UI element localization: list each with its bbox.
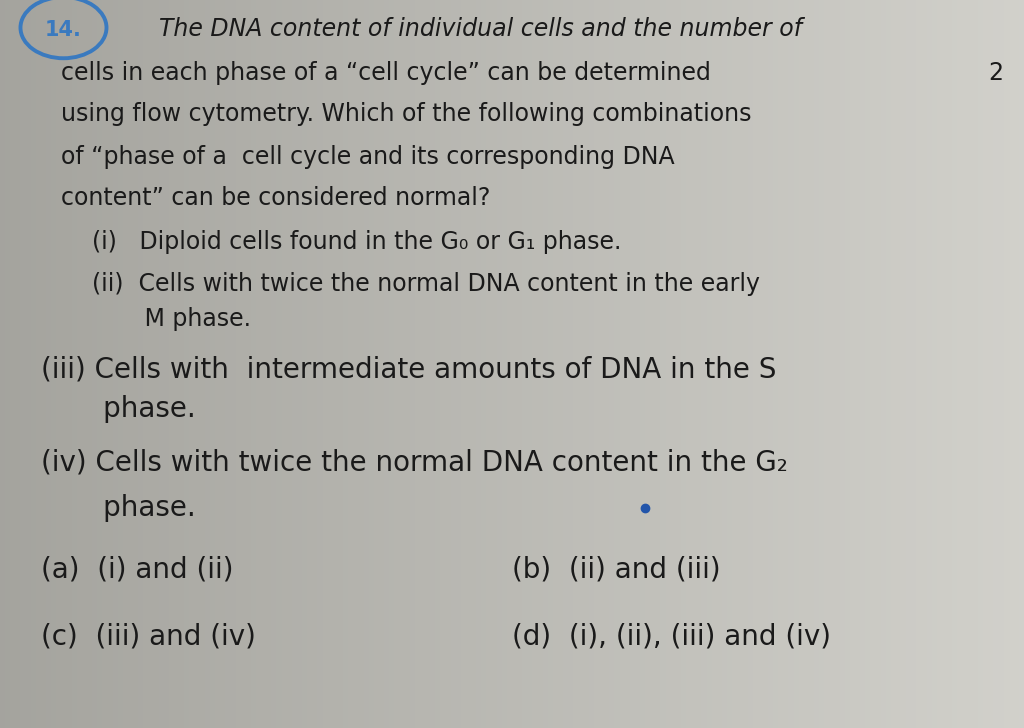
Text: (d)  (i), (ii), (iii) and (iv): (d) (i), (ii), (iii) and (iv) — [512, 623, 831, 651]
Text: (iii) Cells with  intermediate amounts of DNA in the S: (iii) Cells with intermediate amounts of… — [41, 356, 776, 384]
Text: phase.: phase. — [41, 494, 196, 522]
Text: using flow cytometry. Which of the following combinations: using flow cytometry. Which of the follo… — [61, 103, 752, 126]
Text: 14.: 14. — [45, 20, 82, 40]
Text: 2: 2 — [988, 61, 1004, 84]
Text: M phase.: M phase. — [92, 307, 251, 331]
Text: (c)  (iii) and (iv): (c) (iii) and (iv) — [41, 623, 256, 651]
Text: (a)  (i) and (ii): (a) (i) and (ii) — [41, 555, 233, 583]
Text: of “phase of a  cell cycle and its corresponding DNA: of “phase of a cell cycle and its corres… — [61, 145, 675, 168]
Text: (i)   Diploid cells found in the G₀ or G₁ phase.: (i) Diploid cells found in the G₀ or G₁ … — [92, 230, 622, 253]
Text: The DNA content of individual cells and the number of: The DNA content of individual cells and … — [159, 17, 802, 41]
Text: phase.: phase. — [41, 395, 196, 423]
Text: cells in each phase of a “cell cycle” can be determined: cells in each phase of a “cell cycle” ca… — [61, 61, 712, 84]
Text: (iv) Cells with twice the normal DNA content in the G₂: (iv) Cells with twice the normal DNA con… — [41, 448, 787, 476]
Text: (ii)  Cells with twice the normal DNA content in the early: (ii) Cells with twice the normal DNA con… — [92, 272, 760, 296]
Text: (b)  (ii) and (iii): (b) (ii) and (iii) — [512, 555, 721, 583]
Text: content” can be considered normal?: content” can be considered normal? — [61, 186, 490, 210]
